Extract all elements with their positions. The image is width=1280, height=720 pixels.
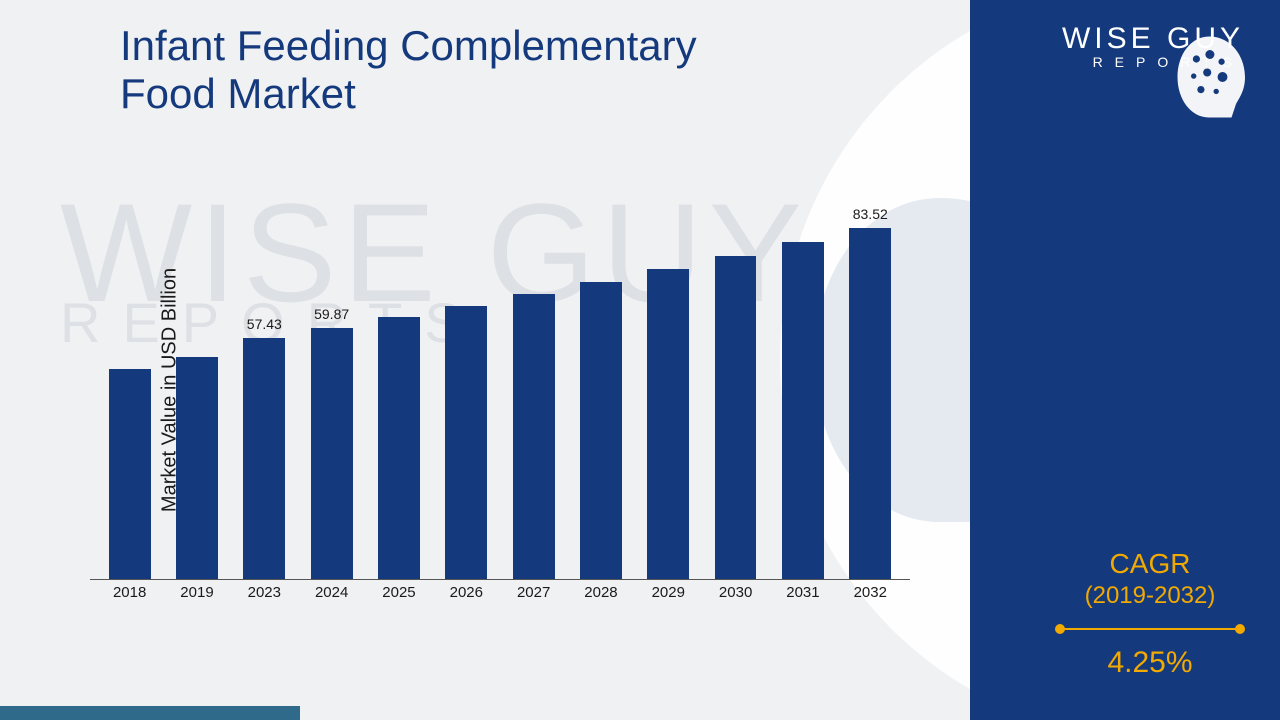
bar xyxy=(513,294,555,579)
decorative-bottom-bar xyxy=(0,706,300,720)
x-tick-label: 2019 xyxy=(163,584,230,601)
bar-slot: 57.43 xyxy=(231,160,298,579)
x-tick-label: 2031 xyxy=(769,584,836,601)
x-tick-label: 2028 xyxy=(567,584,634,601)
bar xyxy=(311,328,353,579)
bar xyxy=(647,269,689,579)
x-tick-label: 2018 xyxy=(96,584,163,601)
bar-slot xyxy=(96,160,163,579)
x-tick-label: 2026 xyxy=(433,584,500,601)
infographic-stage: WISE GUY REPORTS Infant Feeding Compleme… xyxy=(0,0,1280,720)
bar xyxy=(445,306,487,579)
bar-slot: 83.52 xyxy=(837,160,904,579)
bars-container: 57.43 59.87 83.52 xyxy=(90,160,910,579)
bar xyxy=(782,242,824,579)
bar-value-label: 83.52 xyxy=(853,206,888,222)
x-tick-label: 2030 xyxy=(702,584,769,601)
x-tick-label: 2023 xyxy=(231,584,298,601)
x-tick-label: 2025 xyxy=(365,584,432,601)
bar-slot xyxy=(500,160,567,579)
bar-slot xyxy=(635,160,702,579)
bar xyxy=(109,369,151,579)
x-tick-label: 2024 xyxy=(298,584,365,601)
cagr-range: (2019-2032) xyxy=(1020,582,1280,610)
x-tick-label: 2027 xyxy=(500,584,567,601)
brand-head-icon xyxy=(1164,32,1254,122)
bar-value-label: 59.87 xyxy=(314,306,349,322)
bar-slot: 59.87 xyxy=(298,160,365,579)
x-tick-label: 2032 xyxy=(837,584,904,601)
chart-title: Infant Feeding Complementary Food Market xyxy=(120,22,800,119)
bar-chart: Market Value in USD Billion 57.4359.8783… xyxy=(60,160,910,620)
bar-slot xyxy=(769,160,836,579)
bar-slot xyxy=(163,160,230,579)
cagr-box: CAGR (2019-2032) 4.25% xyxy=(1020,548,1280,680)
bar xyxy=(378,317,420,579)
cagr-divider xyxy=(1060,628,1240,630)
brand-logo: WISE GUY REPORTS xyxy=(1062,22,1244,70)
x-axis-labels: 2018201920232024202520262027202820292030… xyxy=(90,584,910,601)
bar xyxy=(849,228,891,579)
bar xyxy=(176,357,218,579)
bar-slot xyxy=(702,160,769,579)
cagr-value: 4.25% xyxy=(1020,646,1280,680)
bar-slot xyxy=(365,160,432,579)
bar xyxy=(243,338,285,579)
bar-slot xyxy=(567,160,634,579)
bar-slot xyxy=(433,160,500,579)
bar xyxy=(715,256,757,579)
bar xyxy=(580,282,622,579)
bar-value-label: 57.43 xyxy=(247,316,282,332)
plot-area: 57.43 59.87 83.52 xyxy=(90,160,910,580)
x-tick-label: 2029 xyxy=(635,584,702,601)
cagr-label: CAGR xyxy=(1020,548,1280,580)
